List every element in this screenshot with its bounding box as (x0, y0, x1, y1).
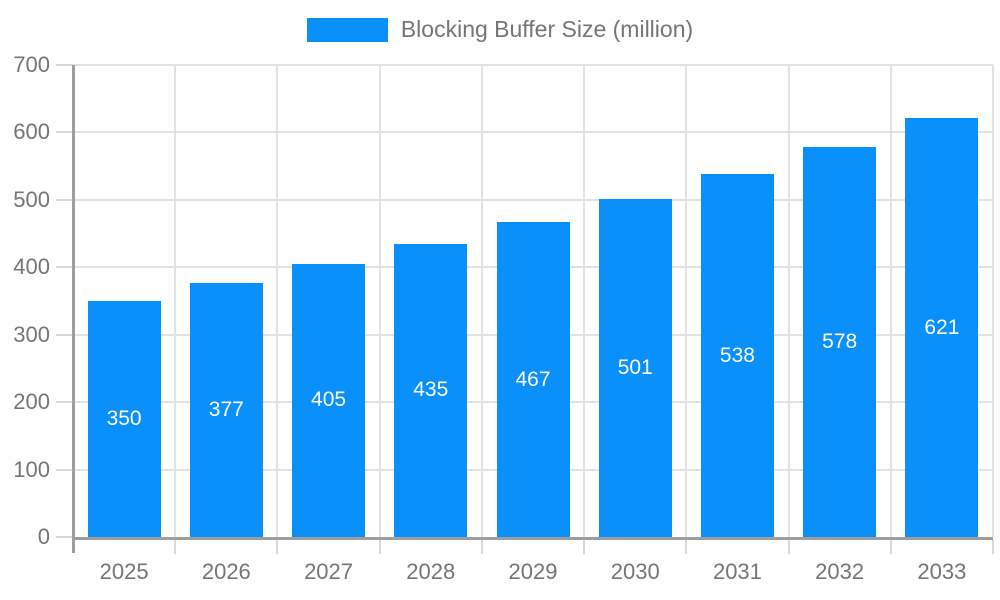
bar-value-label: 350 (106, 407, 142, 430)
bar-value-label: 435 (413, 378, 449, 402)
x-gridline (889, 65, 892, 537)
y-tick (56, 401, 73, 404)
y-tick (56, 536, 73, 538)
bar-value-label: 501 (617, 356, 653, 380)
x-gridline (992, 65, 994, 537)
x-tick-label: 2033 (917, 559, 967, 584)
bar: 377 (189, 282, 263, 537)
x-tick-label: 2032 (815, 559, 865, 584)
bar: 501 (598, 199, 672, 537)
bar: 467 (496, 222, 570, 537)
y-gridline (73, 131, 993, 134)
y-gridline (73, 198, 993, 201)
x-axis-line (73, 537, 993, 540)
bar: 578 (803, 147, 877, 537)
legend-label: Blocking Buffer Size (million) (400, 16, 694, 42)
x-tick-label: 2026 (201, 559, 251, 584)
y-tick-label: 0 (37, 524, 50, 549)
y-axis-line (72, 65, 75, 553)
legend: Blocking Buffer Size (million) (0, 16, 1000, 43)
x-tick (787, 540, 790, 554)
x-tick (992, 540, 994, 554)
x-gridline (787, 65, 790, 537)
y-tick-label: 200 (13, 389, 50, 415)
x-tick-label: 2025 (99, 559, 149, 584)
x-tick (276, 540, 279, 554)
bar: 350 (87, 301, 161, 537)
y-tick (56, 266, 73, 269)
x-tick (174, 540, 177, 554)
x-gridline (174, 65, 177, 537)
bar-value-label: 621 (924, 315, 960, 339)
x-tick-label: 2030 (610, 559, 660, 584)
y-gridline (73, 64, 993, 66)
y-tick-label: 700 (13, 52, 50, 77)
y-tick (56, 131, 73, 134)
y-tick-label: 100 (13, 456, 50, 482)
bar-value-label: 405 (311, 388, 347, 412)
bar-value-label: 377 (208, 397, 244, 421)
bar-value-label: 538 (719, 343, 755, 367)
x-tick (889, 540, 892, 554)
legend-swatch (306, 17, 388, 42)
y-tick (56, 468, 73, 471)
y-tick (56, 333, 73, 336)
y-tick-label: 600 (13, 119, 50, 145)
bar: 538 (700, 174, 774, 537)
x-gridline (685, 65, 688, 537)
x-tick-label: 2027 (304, 559, 354, 584)
x-tick-label: 2029 (508, 559, 558, 584)
y-tick (56, 64, 73, 66)
y-tick-label: 300 (13, 321, 50, 347)
bar: 621 (905, 118, 979, 537)
y-tick (56, 198, 73, 201)
x-tick (378, 540, 381, 554)
plot-area: 350 377 405 435 467 501 538 578 621 (56, 64, 994, 554)
x-gridline (378, 65, 381, 537)
x-tick (480, 540, 483, 554)
x-tick (685, 540, 688, 554)
x-tick-label: 2028 (406, 559, 456, 584)
bar-value-label: 578 (822, 330, 858, 354)
bar: 435 (394, 243, 468, 537)
x-gridline (583, 65, 586, 537)
bar-value-label: 467 (515, 367, 551, 391)
x-gridline (480, 65, 483, 537)
x-tick (583, 540, 586, 554)
x-tick-label: 2031 (712, 559, 762, 584)
y-tick-label: 400 (13, 254, 50, 280)
bar: 405 (292, 263, 366, 537)
y-tick-label: 500 (13, 186, 50, 212)
x-gridline (276, 65, 279, 537)
